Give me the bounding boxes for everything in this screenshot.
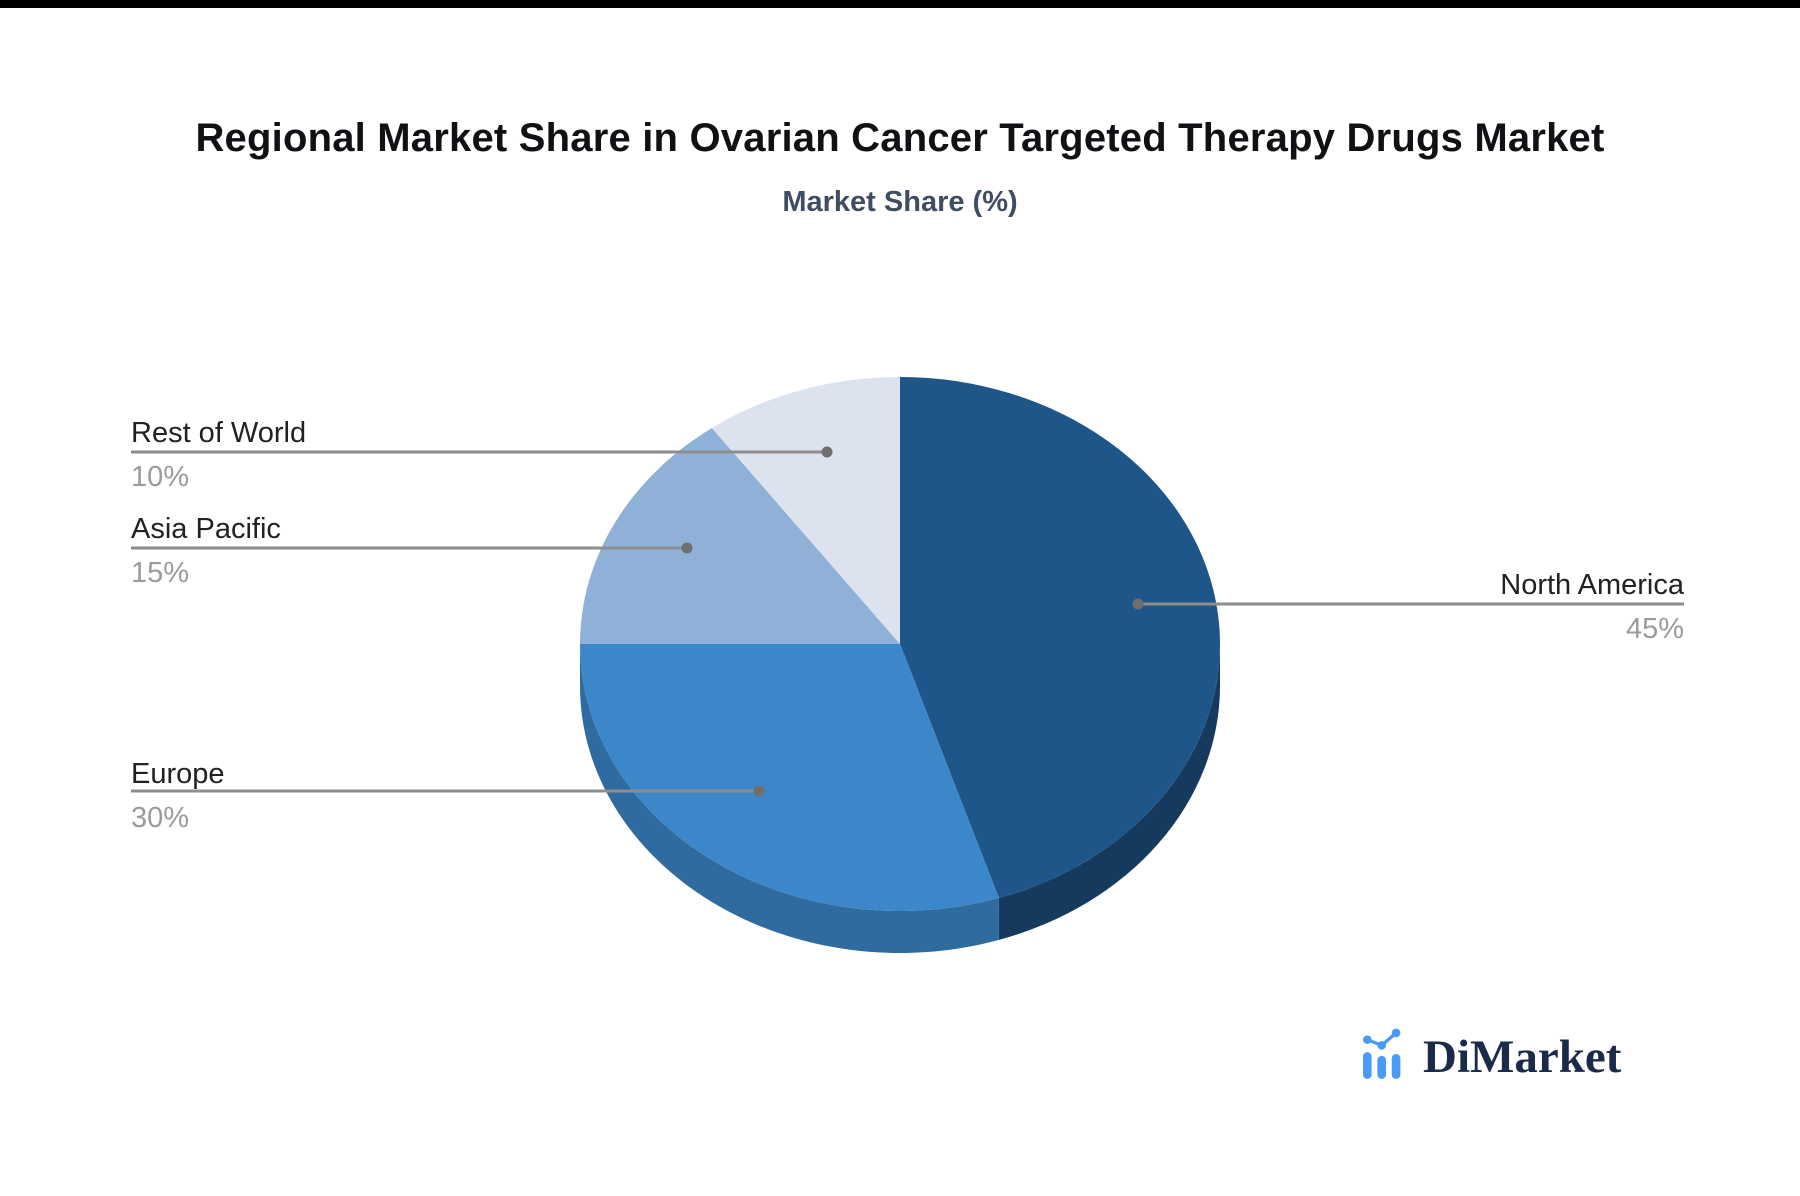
slice-label: Asia Pacific [131,513,281,545]
slice-callout-asia-pacific: Asia Pacific 15% [131,512,281,588]
slice-percent: 15% [131,557,190,589]
slice-percent: 45% [1625,613,1684,645]
slice-label: Europe [131,758,225,790]
slice-percent: 10% [131,461,190,493]
pie-slice-side-europe [580,644,999,953]
pie-slice-north-america[interactable] [900,377,1220,898]
slice-percent: 30% [131,802,190,834]
leader-dot-north-america [1132,598,1144,610]
leader-dot-rest-of-world [821,446,833,458]
leader-dot-asia-pacific [681,542,693,554]
pie-slice-europe[interactable] [580,644,999,911]
slice-callout-europe: Europe 30% [131,757,225,833]
dimarket-logo-text: DiMarket [1423,1030,1622,1083]
chart-subtitle: Market Share (%) [782,186,1018,218]
dimarket-logo-icon [1363,1028,1401,1079]
chart-title: Regional Market Share in Ovarian Cancer … [195,116,1605,160]
leader-dot-europe [753,785,765,797]
pie-slice-side-north-america [998,644,1220,940]
slice-callout-rest-of-world: Rest of World 10% [131,416,306,492]
window-top-edge [0,0,1800,8]
slice-callout-north-america: North America 45% [1500,568,1684,644]
dimarket-logo: DiMarket [1363,1028,1621,1080]
pie-slice-asia-pacific[interactable] [580,427,900,644]
slice-label: North America [1500,569,1684,601]
slice-label: Rest of World [131,417,307,449]
pie-slice-rest-of-world[interactable] [711,377,900,644]
